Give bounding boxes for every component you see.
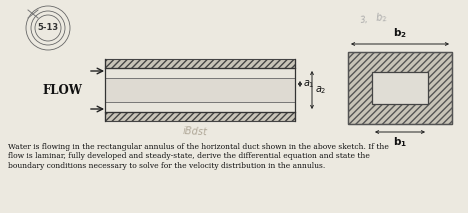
Text: boundary conditions necessary to solve for the velocity distribution in the annu: boundary conditions necessary to solve f… [8,162,325,170]
Text: FLOW: FLOW [42,83,82,96]
Text: $a_1$: $a_1$ [303,78,314,90]
Bar [105,59,295,68]
Bar [105,78,295,102]
Text: iBdst: iBdst [183,126,208,137]
Bar [105,68,295,112]
Text: $b_2$: $b_2$ [375,10,388,25]
Text: 5-13: 5-13 [37,23,58,33]
Text: Water is flowing in the rectangular annulus of the horizontal duct shown in the : Water is flowing in the rectangular annu… [8,143,389,151]
Bar [372,72,428,104]
Text: $\mathbf{b_2}$: $\mathbf{b_2}$ [393,26,407,40]
Bar [105,112,295,121]
Bar [348,52,452,124]
Text: $a_2$: $a_2$ [315,84,327,96]
Text: flow is laminar, fully developed and steady-state, derive the differential equat: flow is laminar, fully developed and ste… [8,153,370,161]
Text: 3,: 3, [360,15,369,25]
Bar [348,52,452,124]
Text: $\mathbf{b_1}$: $\mathbf{b_1}$ [393,135,407,149]
